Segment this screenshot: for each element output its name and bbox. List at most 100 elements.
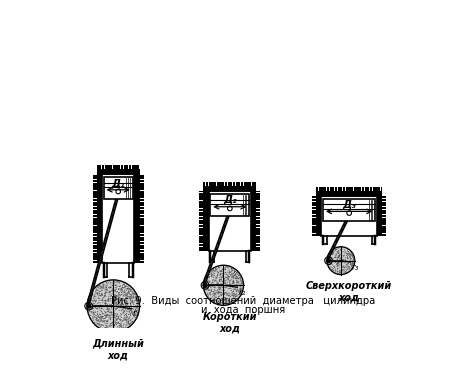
Circle shape: [106, 309, 107, 310]
Polygon shape: [124, 165, 126, 169]
Circle shape: [232, 276, 234, 277]
Circle shape: [234, 282, 235, 283]
Circle shape: [214, 296, 215, 297]
Circle shape: [215, 293, 216, 294]
Circle shape: [344, 267, 345, 268]
Circle shape: [94, 296, 95, 297]
Circle shape: [350, 263, 351, 264]
Circle shape: [218, 283, 219, 284]
Circle shape: [206, 276, 207, 277]
Circle shape: [109, 291, 111, 292]
Circle shape: [114, 315, 115, 316]
Circle shape: [207, 293, 208, 294]
Circle shape: [109, 304, 110, 305]
Circle shape: [230, 303, 231, 304]
Circle shape: [330, 254, 332, 255]
Circle shape: [114, 301, 115, 303]
Circle shape: [98, 290, 99, 291]
Circle shape: [121, 310, 122, 311]
Circle shape: [223, 300, 225, 301]
Circle shape: [336, 255, 337, 256]
Circle shape: [133, 312, 134, 313]
Circle shape: [232, 277, 233, 278]
Circle shape: [110, 325, 112, 326]
Circle shape: [348, 266, 349, 267]
Circle shape: [202, 283, 208, 288]
Circle shape: [136, 311, 137, 312]
Circle shape: [93, 313, 94, 314]
Circle shape: [96, 318, 98, 319]
Circle shape: [331, 258, 332, 259]
Circle shape: [122, 328, 123, 329]
Circle shape: [105, 304, 106, 306]
Circle shape: [101, 295, 102, 296]
Circle shape: [104, 300, 105, 301]
Circle shape: [104, 287, 106, 289]
Circle shape: [231, 284, 232, 286]
Polygon shape: [256, 228, 260, 230]
Circle shape: [339, 255, 340, 256]
Circle shape: [230, 285, 231, 286]
Circle shape: [225, 287, 226, 288]
Circle shape: [228, 272, 229, 273]
Circle shape: [134, 314, 135, 315]
Circle shape: [118, 315, 119, 317]
Circle shape: [130, 304, 131, 306]
Circle shape: [118, 288, 119, 289]
Circle shape: [90, 308, 91, 310]
Circle shape: [212, 284, 213, 285]
Circle shape: [332, 265, 333, 266]
Circle shape: [234, 272, 235, 273]
Circle shape: [242, 282, 243, 283]
Circle shape: [232, 287, 233, 288]
Circle shape: [107, 321, 108, 322]
Circle shape: [125, 307, 126, 308]
Circle shape: [240, 292, 241, 293]
Circle shape: [351, 253, 352, 254]
Circle shape: [124, 324, 125, 325]
Circle shape: [236, 275, 237, 276]
Circle shape: [220, 302, 221, 303]
Polygon shape: [140, 223, 144, 225]
Circle shape: [352, 263, 353, 264]
Circle shape: [134, 316, 135, 317]
Circle shape: [130, 289, 131, 290]
Circle shape: [233, 280, 234, 281]
Circle shape: [350, 264, 351, 265]
Circle shape: [225, 303, 226, 304]
Circle shape: [328, 254, 329, 255]
Circle shape: [330, 263, 331, 265]
Circle shape: [100, 314, 101, 315]
Circle shape: [348, 262, 349, 263]
Circle shape: [122, 313, 123, 314]
Circle shape: [92, 294, 93, 295]
Circle shape: [97, 313, 98, 314]
Circle shape: [126, 303, 127, 304]
Circle shape: [220, 273, 221, 275]
Circle shape: [241, 281, 242, 282]
Circle shape: [102, 325, 104, 326]
Circle shape: [348, 267, 350, 268]
Polygon shape: [211, 182, 213, 186]
Circle shape: [227, 298, 228, 299]
Circle shape: [347, 211, 352, 215]
Circle shape: [126, 300, 127, 301]
Circle shape: [223, 299, 224, 300]
Polygon shape: [244, 182, 246, 186]
Polygon shape: [249, 182, 251, 186]
Circle shape: [125, 307, 126, 308]
Circle shape: [211, 276, 212, 277]
Circle shape: [105, 287, 107, 289]
Polygon shape: [378, 187, 380, 190]
Circle shape: [340, 272, 341, 273]
Circle shape: [132, 298, 134, 299]
Circle shape: [233, 294, 234, 296]
Circle shape: [104, 296, 105, 297]
Polygon shape: [367, 187, 369, 190]
Circle shape: [333, 258, 334, 259]
Circle shape: [119, 319, 120, 320]
Circle shape: [337, 258, 338, 259]
Circle shape: [101, 290, 102, 291]
Circle shape: [118, 289, 119, 290]
Polygon shape: [256, 220, 260, 222]
